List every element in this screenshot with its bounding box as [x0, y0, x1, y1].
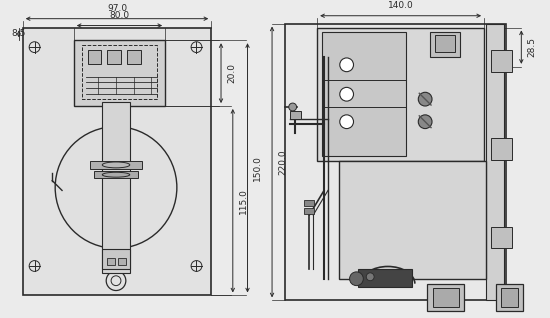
- Bar: [339, 161, 486, 279]
- Bar: [359, 269, 412, 287]
- Bar: [91, 161, 141, 169]
- Bar: [305, 200, 314, 206]
- Circle shape: [350, 272, 364, 286]
- Bar: [107, 50, 121, 64]
- Text: 80.0: 80.0: [109, 11, 129, 20]
- Text: 140.0: 140.0: [388, 1, 414, 10]
- Text: 97.0: 97.0: [107, 4, 127, 13]
- Ellipse shape: [102, 172, 130, 177]
- Circle shape: [366, 273, 374, 281]
- Bar: [23, 28, 211, 295]
- Bar: [127, 50, 141, 64]
- Bar: [81, 45, 157, 99]
- Bar: [491, 50, 513, 72]
- Bar: [491, 138, 513, 160]
- Bar: [102, 249, 130, 269]
- Text: 8.5: 8.5: [11, 29, 25, 38]
- Text: 220.0: 220.0: [278, 149, 287, 175]
- Circle shape: [55, 127, 177, 248]
- Text: 115.0: 115.0: [239, 188, 248, 214]
- Bar: [496, 284, 523, 311]
- Bar: [491, 227, 513, 248]
- Bar: [427, 284, 464, 311]
- Bar: [500, 287, 519, 307]
- Bar: [87, 50, 101, 64]
- Bar: [322, 32, 405, 156]
- Circle shape: [289, 103, 296, 111]
- Text: 28.5: 28.5: [527, 37, 536, 57]
- Text: 150.0: 150.0: [254, 155, 262, 181]
- Bar: [102, 102, 130, 273]
- Bar: [433, 287, 459, 307]
- Circle shape: [340, 87, 354, 101]
- Bar: [317, 28, 484, 161]
- Bar: [290, 111, 301, 119]
- Bar: [74, 40, 165, 106]
- Bar: [305, 208, 314, 214]
- Bar: [430, 32, 459, 57]
- Bar: [285, 24, 505, 300]
- Bar: [95, 171, 138, 178]
- Circle shape: [340, 115, 354, 128]
- Circle shape: [340, 58, 354, 72]
- Ellipse shape: [102, 162, 130, 168]
- Bar: [435, 35, 455, 52]
- Circle shape: [419, 92, 432, 106]
- Text: 20.0: 20.0: [227, 63, 236, 83]
- Bar: [118, 258, 126, 265]
- Bar: [107, 258, 115, 265]
- Circle shape: [419, 115, 432, 128]
- Bar: [486, 24, 504, 300]
